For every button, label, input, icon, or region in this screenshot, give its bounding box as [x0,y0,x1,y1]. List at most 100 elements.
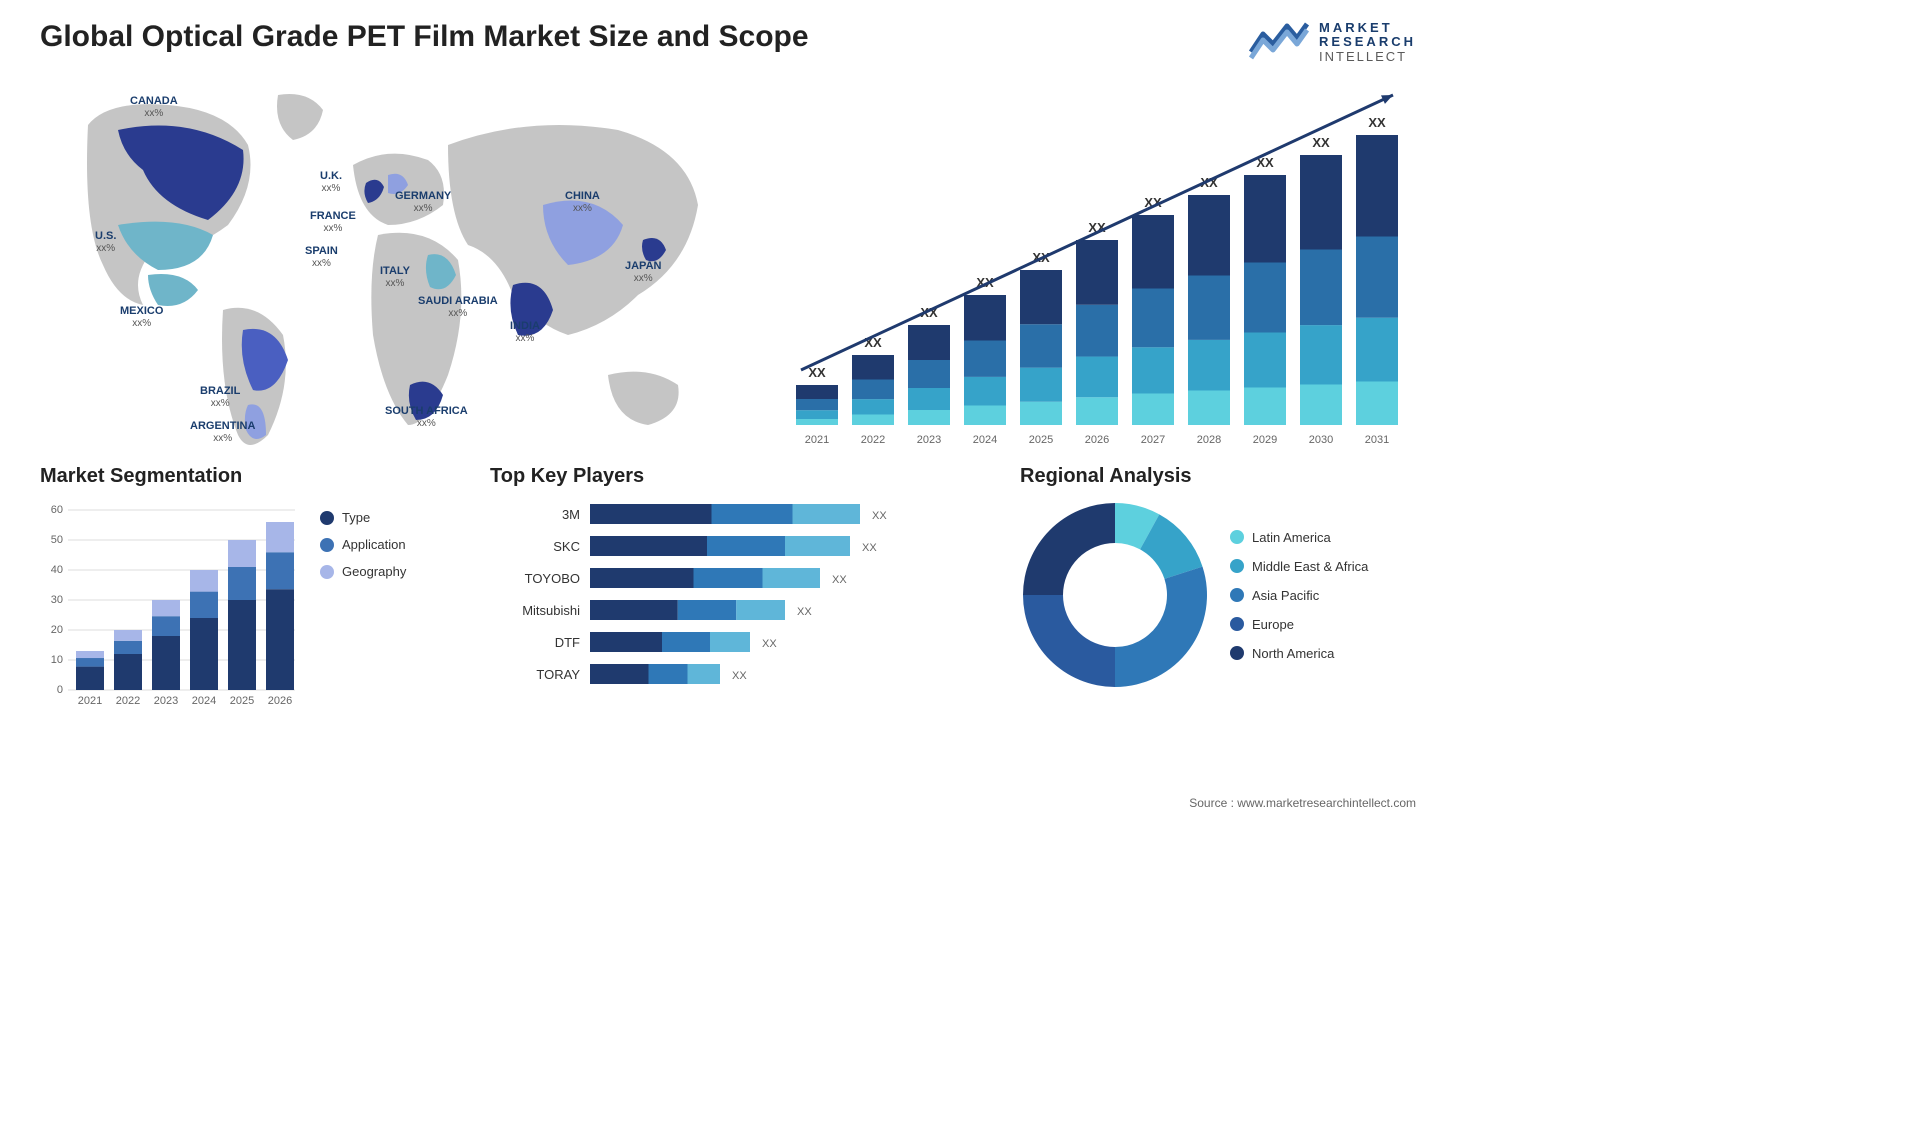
map-label: ARGENTINAxx% [190,420,255,445]
segmentation-title: Market Segmentation [40,465,460,488]
svg-text:XX: XX [872,510,887,522]
map-label: SAUDI ARABIAxx% [418,295,498,320]
key-players-panel: Top Key Players 3M SKC TOYOBO Mitsubishi DTF… [490,465,990,710]
svg-text:XX: XX [762,638,777,650]
swatch-icon [1230,646,1244,660]
svg-text:60: 60 [51,504,63,516]
legend-item: Asia Pacific [1230,588,1368,603]
svg-text:XX: XX [797,606,812,618]
regional-donut [1020,500,1210,690]
legend-item: Application [320,537,406,552]
map-label: U.K.xx% [320,170,342,195]
map-label: ITALYxx% [380,265,410,290]
svg-text:XX: XX [1312,135,1330,150]
map-label: FRANCExx% [310,210,356,235]
svg-text:20: 20 [51,624,63,636]
source-text: Source : www.marketresearchintellect.com [1189,796,1416,810]
regional-panel: Regional Analysis Latin America Middle Ea… [1020,465,1416,710]
svg-text:2022: 2022 [861,434,885,446]
legend-label: Latin America [1252,530,1331,545]
legend-label: North America [1252,646,1334,661]
svg-text:2029: 2029 [1253,434,1277,446]
swatch-icon [320,565,334,579]
key-players-title: Top Key Players [490,465,990,488]
regional-title: Regional Analysis [1020,465,1416,488]
svg-text:XX: XX [862,542,877,554]
key-players-body: 3MSKCTOYOBOMitsubishiDTFTORAY XXXXXXXXXX… [490,500,990,710]
legend-label: Middle East & Africa [1252,559,1368,574]
svg-text:XX: XX [832,574,847,586]
key-players-chart: XX XX XX XX XX XX [590,500,960,710]
svg-text:2028: 2028 [1197,434,1221,446]
svg-text:2024: 2024 [192,695,216,707]
segmentation-body: 0 10 20 30 40 50 60 2021 2022 2023 2024 2025 2026 Ty… [40,500,460,710]
svg-text:2021: 2021 [805,434,829,446]
map-label: SPAINxx% [305,245,338,270]
segmentation-chart: 0 10 20 30 40 50 60 2021 2022 2023 2024 2025 2026 [40,500,300,710]
player-label: Mitsubishi [522,600,580,620]
svg-text:50: 50 [51,534,63,546]
svg-text:XX: XX [808,365,826,380]
svg-text:2023: 2023 [154,695,178,707]
svg-text:2021: 2021 [78,695,102,707]
svg-text:10: 10 [51,654,63,666]
svg-text:30: 30 [51,594,63,606]
legend-item: North America [1230,646,1368,661]
map-label: SOUTH AFRICAxx% [385,405,468,430]
map-label: U.S.xx% [95,230,116,255]
svg-text:2031: 2031 [1365,434,1389,446]
legend-item: Type [320,510,406,525]
brand-logo: MARKET RESEARCH INTELLECT [1249,20,1416,65]
key-players-labels: 3M SKC TOYOBO Mitsubishi DTF TORAY [490,500,580,710]
player-label: TORAY [536,664,580,684]
svg-text:2030: 2030 [1309,434,1333,446]
map-label: CHINAxx% [565,190,600,215]
swatch-icon [1230,559,1244,573]
svg-text:2026: 2026 [268,695,292,707]
svg-text:0: 0 [57,684,63,696]
map-label: CANADAxx% [130,95,178,120]
main-bar-chart: XX2021XX2022XX2023XX2024XX2025XX2026XX20… [786,75,1416,455]
map-label: JAPANxx% [625,260,661,285]
swatch-icon [320,511,334,525]
svg-text:40: 40 [51,564,63,576]
logo-line1: MARKET [1319,21,1416,35]
svg-text:2025: 2025 [230,695,254,707]
svg-text:2022: 2022 [116,695,140,707]
player-label: DTF [555,632,580,652]
swatch-icon [320,538,334,552]
legend-item: Geography [320,564,406,579]
map-label: BRAZILxx% [200,385,240,410]
player-label: 3M [562,504,580,524]
player-label: TOYOBO [525,568,580,588]
map-label: MEXICOxx% [120,305,163,330]
legend-item: Middle East & Africa [1230,559,1368,574]
svg-text:2024: 2024 [973,434,997,446]
logo-text: MARKET RESEARCH INTELLECT [1319,21,1416,64]
top-section: CANADAxx% U.S.xx% MEXICOxx% BRAZILxx% ARGENT… [0,75,1456,455]
bottom-section: Market Segmentation 0 10 20 30 40 50 60 2021 202… [0,455,1456,710]
player-label: SKC [553,536,580,556]
legend-item: Latin America [1230,530,1368,545]
regional-legend: Latin America Middle East & Africa Asia Pa… [1230,530,1368,661]
logo-icon [1249,20,1309,65]
logo-line3: INTELLECT [1319,50,1416,64]
swatch-icon [1230,588,1244,602]
swatch-icon [1230,530,1244,544]
legend-label: Type [342,510,370,525]
header: Global Optical Grade PET Film Market Siz… [0,0,1456,75]
legend-label: Asia Pacific [1252,588,1319,603]
legend-label: Europe [1252,617,1294,632]
page-title: Global Optical Grade PET Film Market Siz… [40,20,809,54]
world-map: CANADAxx% U.S.xx% MEXICOxx% BRAZILxx% ARGENT… [40,75,756,455]
svg-text:2026: 2026 [1085,434,1109,446]
svg-text:XX: XX [732,670,747,682]
map-label: INDIAxx% [510,320,540,345]
regional-body: Latin America Middle East & Africa Asia Pa… [1020,500,1416,690]
swatch-icon [1230,617,1244,631]
svg-text:2025: 2025 [1029,434,1053,446]
svg-text:XX: XX [1368,115,1386,130]
legend-item: Europe [1230,617,1368,632]
svg-text:2027: 2027 [1141,434,1165,446]
segmentation-legend: Type Application Geography [320,500,406,710]
